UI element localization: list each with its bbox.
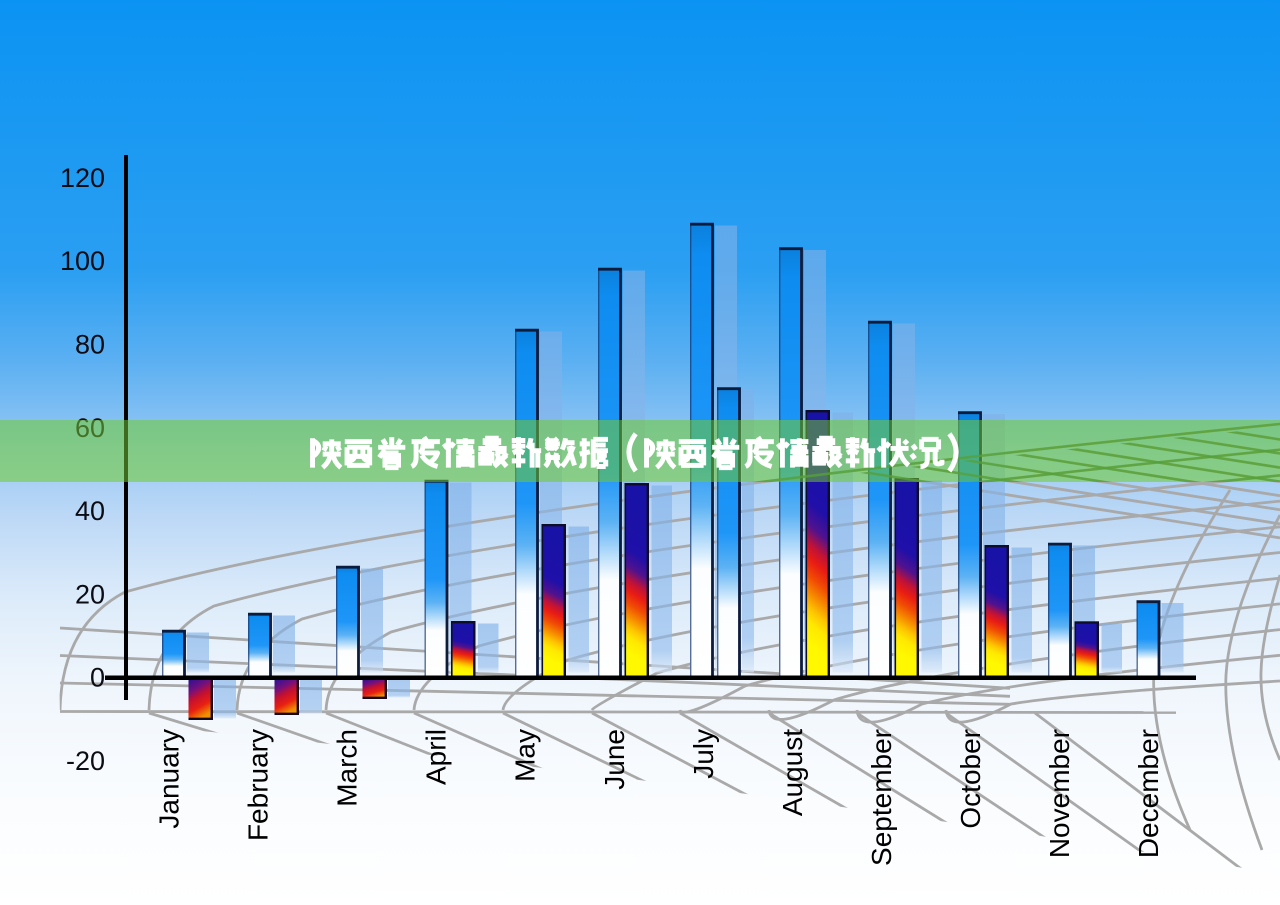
svg-text:September: September	[866, 729, 897, 866]
svg-text:80: 80	[75, 330, 105, 360]
svg-text:100: 100	[60, 246, 105, 276]
svg-text:120: 120	[60, 163, 105, 193]
svg-text:August: August	[777, 729, 808, 816]
svg-text:June: June	[599, 729, 630, 790]
svg-text:March: March	[332, 729, 363, 807]
svg-text:December: December	[1133, 729, 1164, 858]
svg-text:May: May	[510, 729, 541, 782]
svg-text:November: November	[1044, 729, 1075, 858]
svg-text:February: February	[243, 729, 274, 841]
svg-text:July: July	[688, 729, 719, 779]
svg-text:October: October	[955, 729, 986, 829]
svg-text:-20: -20	[66, 746, 105, 776]
svg-text:20: 20	[75, 579, 105, 609]
svg-text:January: January	[154, 729, 185, 829]
svg-text:April: April	[421, 729, 452, 785]
svg-text:40: 40	[75, 496, 105, 526]
svg-text:0: 0	[90, 663, 105, 693]
